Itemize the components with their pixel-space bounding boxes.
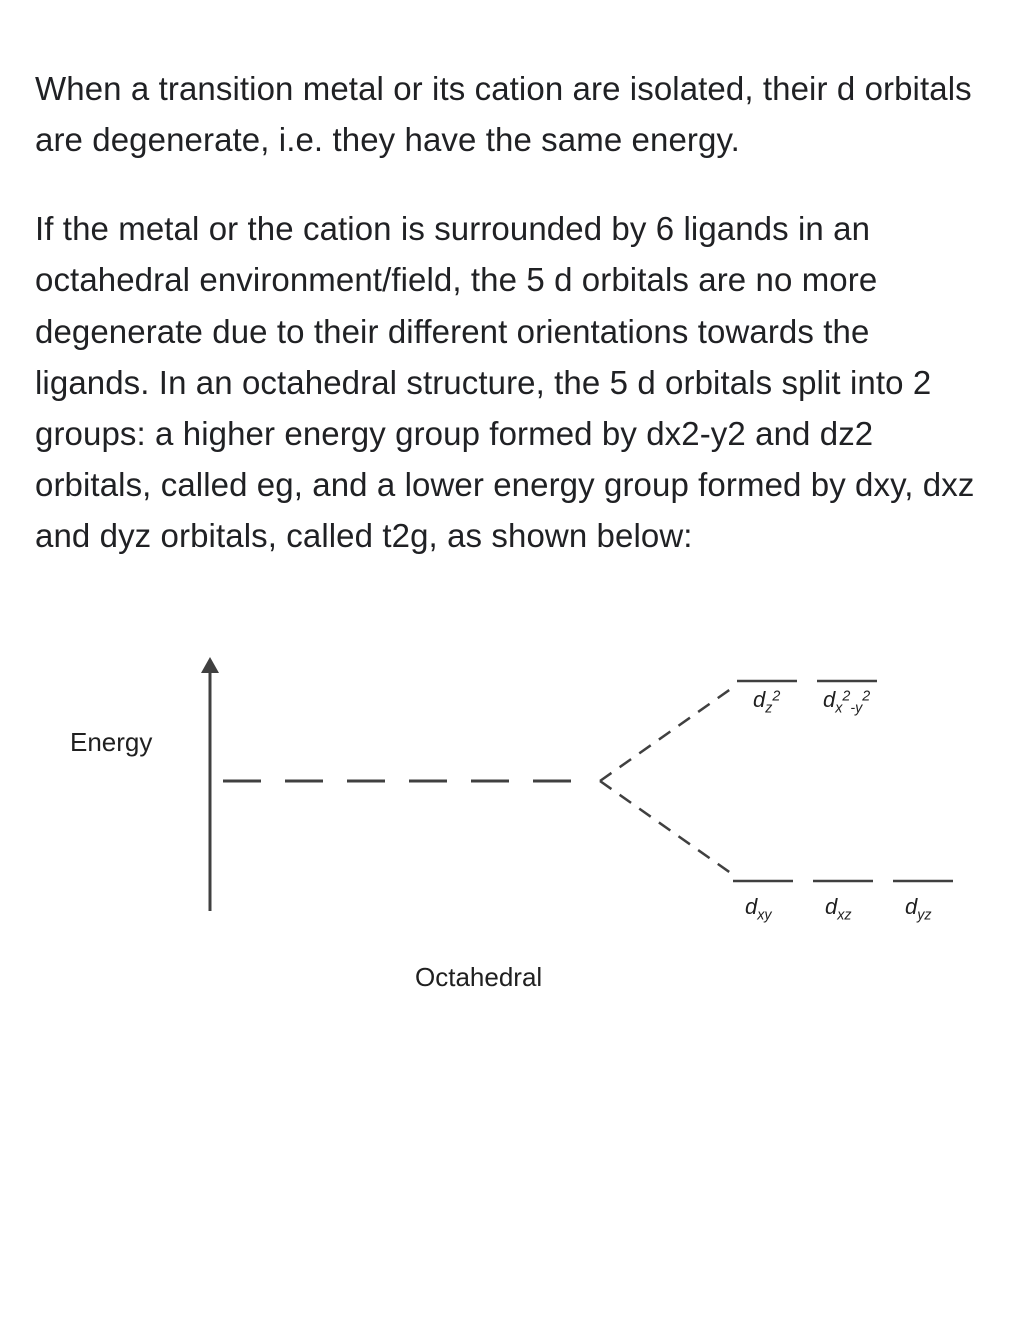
- svg-text:dx2-y2: dx2-y2: [823, 687, 870, 717]
- svg-text:Energy: Energy: [70, 727, 152, 757]
- energy-diagram: dz2 dx2-y2 dxy dxz dyz Energy Octahedral: [35, 621, 1015, 1051]
- paragraph-2: If the metal or the cation is surrounded…: [35, 203, 989, 561]
- svg-text:dxy: dxy: [745, 894, 772, 924]
- page: When a transition metal or its cation ar…: [0, 0, 1024, 1051]
- svg-text:dz2: dz2: [753, 687, 780, 717]
- svg-text:dxz: dxz: [825, 894, 852, 924]
- paragraph-1: When a transition metal or its cation ar…: [35, 63, 989, 165]
- svg-text:dyz: dyz: [905, 894, 932, 924]
- svg-text:Octahedral: Octahedral: [415, 962, 542, 992]
